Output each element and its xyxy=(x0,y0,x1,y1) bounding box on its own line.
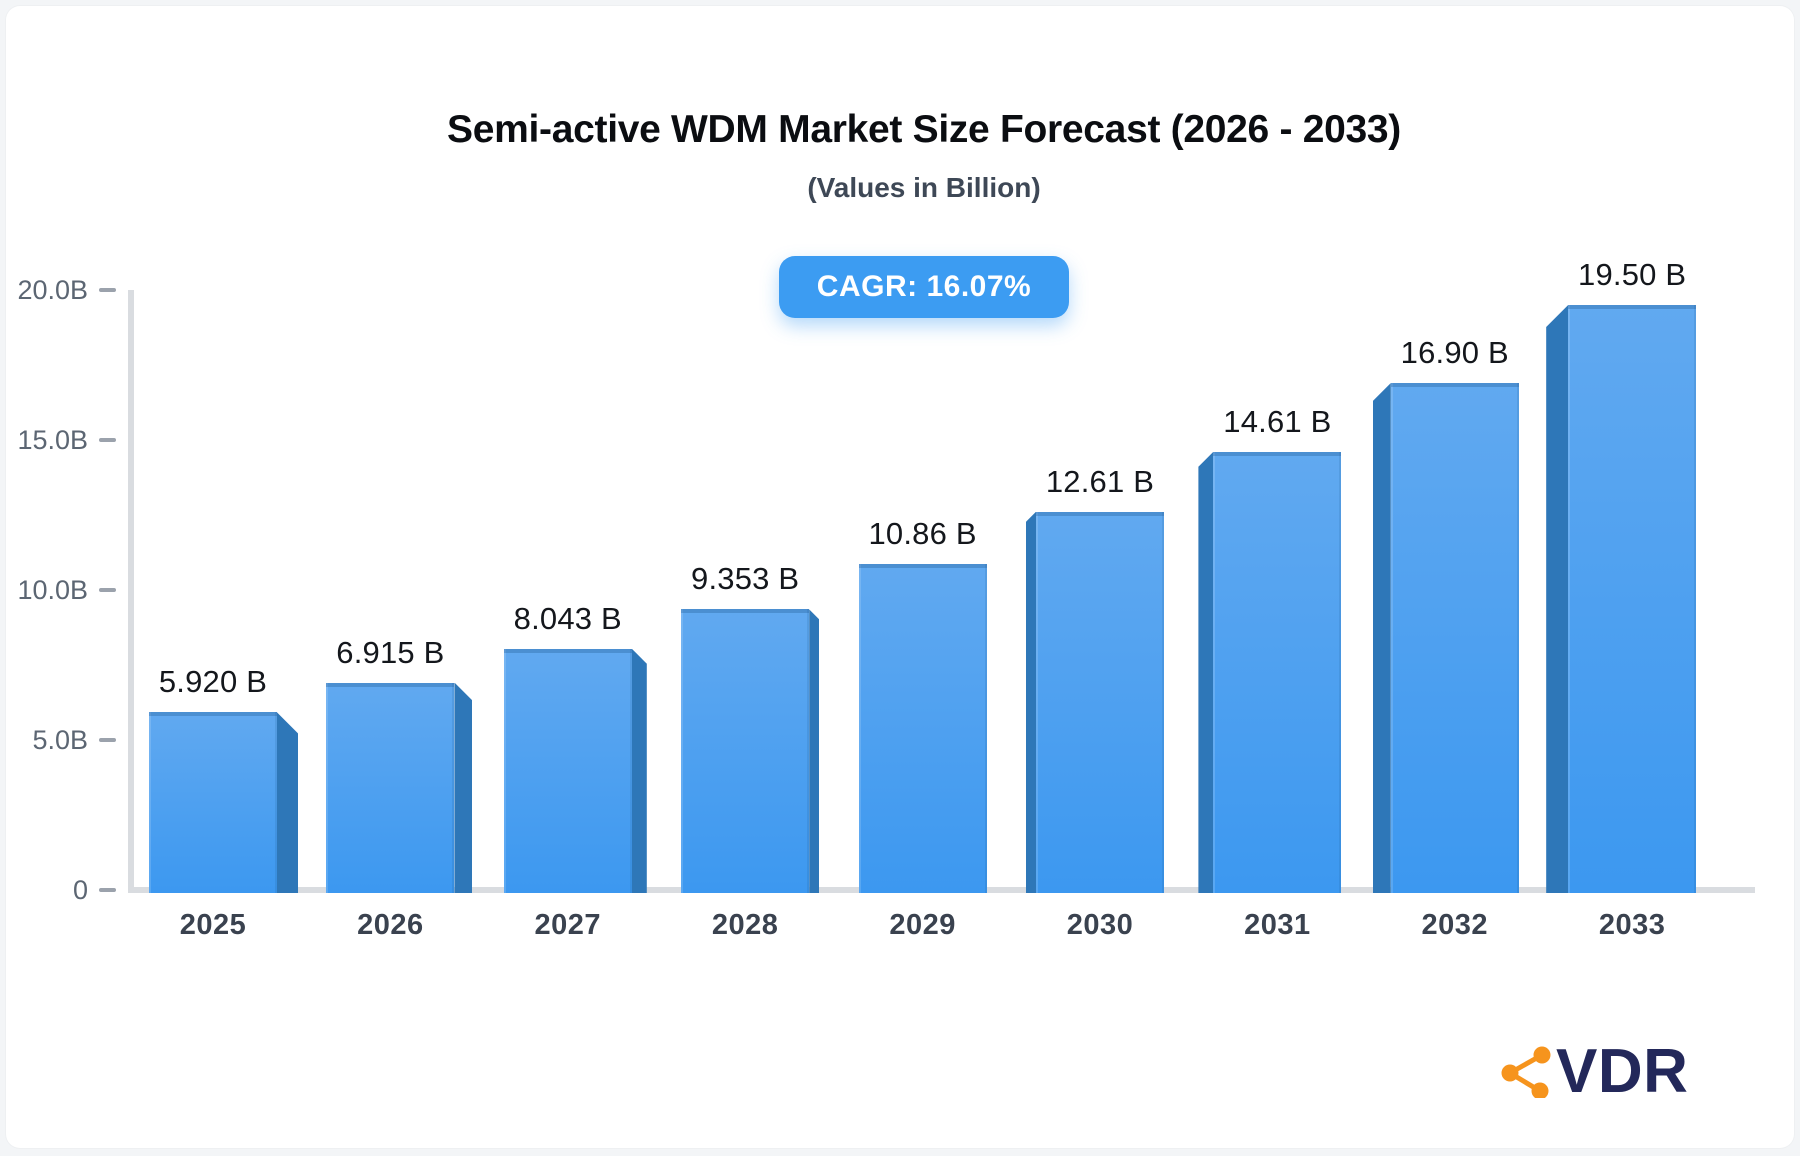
x-axis-label: 2027 xyxy=(534,909,602,941)
bar-value-label: 5.920 B xyxy=(158,664,268,700)
chart-title: Semi-active WDM Market Size Forecast (20… xyxy=(447,108,1401,151)
y-axis-label: 0 xyxy=(72,875,88,905)
x-axis-label: 2028 xyxy=(711,909,779,941)
bar-side-face xyxy=(1372,383,1391,893)
bar-value-label: 9.353 B xyxy=(691,561,800,597)
y-axis-label: 10.0B xyxy=(17,575,88,605)
bar-value-label: 12.61 B xyxy=(1045,463,1155,499)
bar-value-label: 14.61 B xyxy=(1223,403,1332,439)
chart-subtitle: (Values in Billion) xyxy=(807,172,1041,203)
bar-side-face xyxy=(277,712,298,893)
bar xyxy=(858,564,987,893)
bar-side-face xyxy=(454,682,473,893)
bar xyxy=(326,682,455,893)
x-axis-label: 2031 xyxy=(1244,909,1311,941)
y-axis-line xyxy=(128,290,134,893)
y-axis-tick xyxy=(99,438,116,442)
bar-side-face xyxy=(1026,511,1036,893)
share-icon xyxy=(1501,1046,1551,1098)
cagr-badge: CAGR: 16.07% xyxy=(778,256,1070,318)
y-axis-label: 20.0B xyxy=(17,275,88,305)
logo-text: VDR xyxy=(1556,1037,1689,1106)
x-axis-label: 2033 xyxy=(1598,909,1666,941)
x-axis-label: 2030 xyxy=(1066,909,1134,941)
y-axis-label: 15.0B xyxy=(17,425,88,455)
y-axis-tick xyxy=(99,588,116,592)
bar xyxy=(1036,511,1164,893)
y-axis-tick xyxy=(99,738,116,742)
bar xyxy=(1568,305,1697,893)
bar-side-face xyxy=(631,648,647,893)
x-axis-label: 2029 xyxy=(889,909,956,941)
bar xyxy=(149,712,277,893)
bar xyxy=(1390,383,1519,893)
cagr-badge-row: CAGR: 16.07% xyxy=(48,256,1800,318)
bar-value-label: 6.915 B xyxy=(336,634,445,670)
bar-side-face xyxy=(1198,451,1214,893)
bar-side-face xyxy=(1546,305,1569,893)
bar-value-label: 8.043 B xyxy=(513,600,622,636)
vdr-logo: VDR xyxy=(1500,1040,1688,1104)
x-axis-label: 2026 xyxy=(357,909,424,941)
bar xyxy=(681,609,810,893)
bar-side-face xyxy=(809,609,820,893)
bar xyxy=(503,648,632,893)
bar-value-label: 10.86 B xyxy=(868,516,977,552)
bar-value-label: 19.50 B xyxy=(1578,257,1687,292)
x-axis-label: 2025 xyxy=(179,909,247,941)
y-axis-tick xyxy=(99,288,116,292)
bar xyxy=(1213,451,1342,893)
y-axis-tick xyxy=(99,888,116,892)
x-axis-label: 2032 xyxy=(1421,909,1489,941)
bar-value-label: 16.90 B xyxy=(1400,335,1509,370)
y-axis-label: 5.0B xyxy=(32,725,88,755)
